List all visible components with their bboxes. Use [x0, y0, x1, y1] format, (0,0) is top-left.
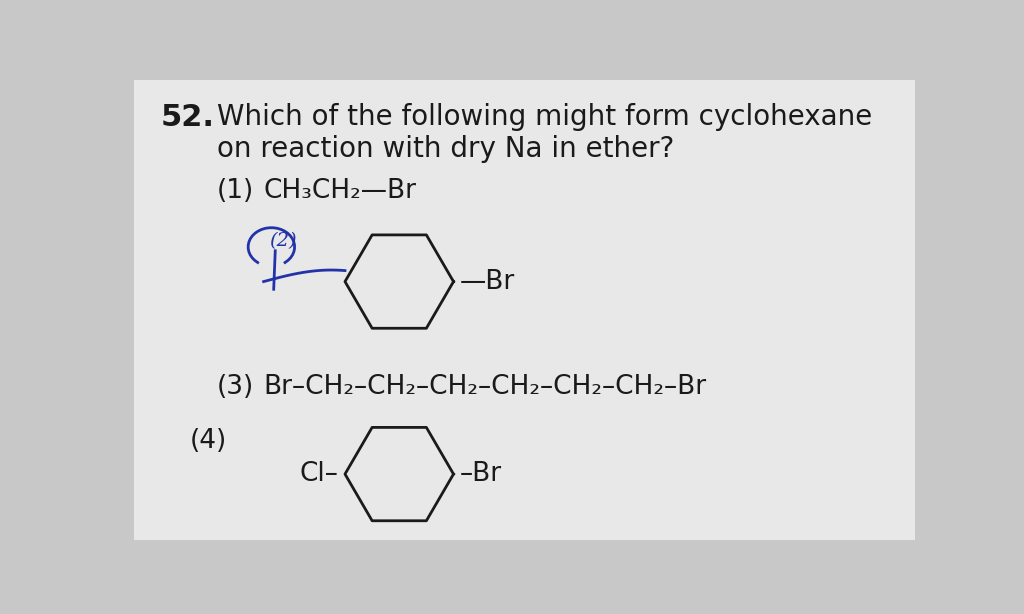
Text: on reaction with dry Na in ether?: on reaction with dry Na in ether? [217, 135, 675, 163]
Text: –Br: –Br [460, 461, 502, 487]
Text: (4): (4) [190, 428, 227, 454]
Text: —Br: —Br [460, 268, 515, 295]
Text: CH₃CH₂—Br: CH₃CH₂—Br [263, 177, 417, 204]
Text: (2): (2) [269, 233, 297, 251]
FancyBboxPatch shape [134, 80, 915, 540]
Text: Which of the following might form cyclohexane: Which of the following might form cycloh… [217, 103, 872, 131]
Text: (3): (3) [217, 374, 254, 400]
Text: Cl–: Cl– [300, 461, 339, 487]
Text: Br–CH₂–CH₂–CH₂–CH₂–CH₂–CH₂–Br: Br–CH₂–CH₂–CH₂–CH₂–CH₂–CH₂–Br [263, 374, 707, 400]
Text: 52.: 52. [161, 103, 215, 132]
Text: (1): (1) [217, 177, 254, 204]
